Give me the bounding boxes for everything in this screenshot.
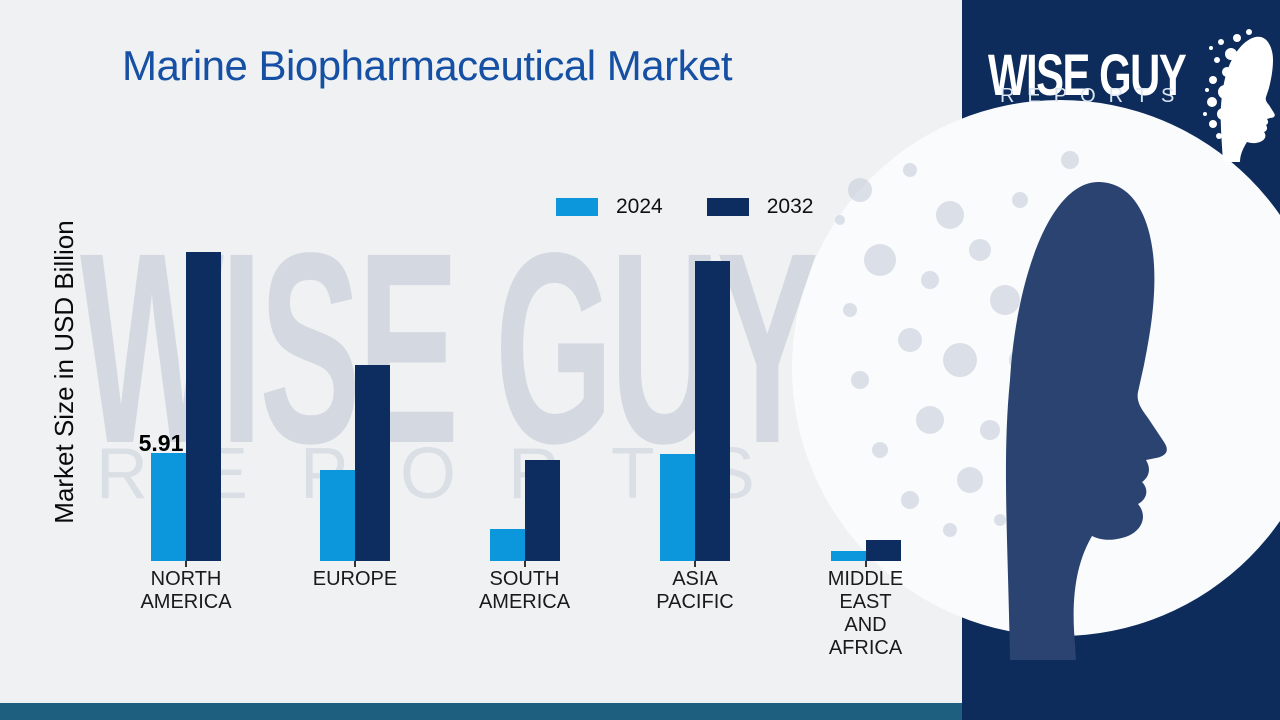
bar-chart: Marine Biopharmaceutical Market Market S… [49,42,904,659]
brain-dots-pattern [835,151,1111,537]
x-axis-label-middle-east-and-africa: MIDDLE EAST AND AFRICA [827,568,904,659]
legend-label-2032: 2032 [766,195,814,218]
logo-head-icon [1203,29,1275,162]
bar-2024-north-america [151,453,186,561]
bar-2024-south-america [489,529,525,561]
bar-2024-europe [320,470,355,561]
data-label-north-america-2024: 5.91 [138,430,184,456]
legend-label-2024: 2024 [616,195,663,218]
bar-2032-north-america [186,252,221,561]
bar-2024-asia-pacific [660,454,695,561]
legend-swatch-2032 [706,198,749,216]
bar-2032-south-america [524,460,560,561]
x-axis-label-north-america: NORTH AMERICA [140,568,232,613]
chart-title: Marine Biopharmaceutical Market [122,42,733,89]
bar-2032-middle-east-and-africa [865,540,901,561]
chart-legend: 2024 2032 [556,195,814,218]
y-axis-label: Market Size in USD Billion [49,220,79,524]
x-axis-tick-asia-pacific [694,561,696,567]
x-axis-label-asia-pacific: ASIA PACIFIC [656,568,734,613]
x-axis-tick-europe [354,561,356,567]
x-axis-tick-middle-east-and-africa [864,561,867,567]
x-axis-label-south-america: SOUTH AMERICA [478,568,571,613]
x-axis-label-europe: EUROPE [312,568,398,590]
logo-subtitle: REPORTS [1000,85,1188,107]
x-axis-tick-north-america [185,561,187,567]
legend-swatch-2024 [556,198,598,216]
bottom-teal-strip [0,703,962,720]
bar-2032-asia-pacific [695,261,730,561]
face-profile-silhouette [1005,181,1167,660]
bar-2024-middle-east-and-africa [830,551,866,561]
wise-guy-reports-logo: WISE GUY REPORTS [985,28,1275,168]
logo-wordmark: WISE GUY [988,43,1187,108]
bar-2032-europe [355,365,390,561]
x-axis-tick-south-america [523,561,526,567]
